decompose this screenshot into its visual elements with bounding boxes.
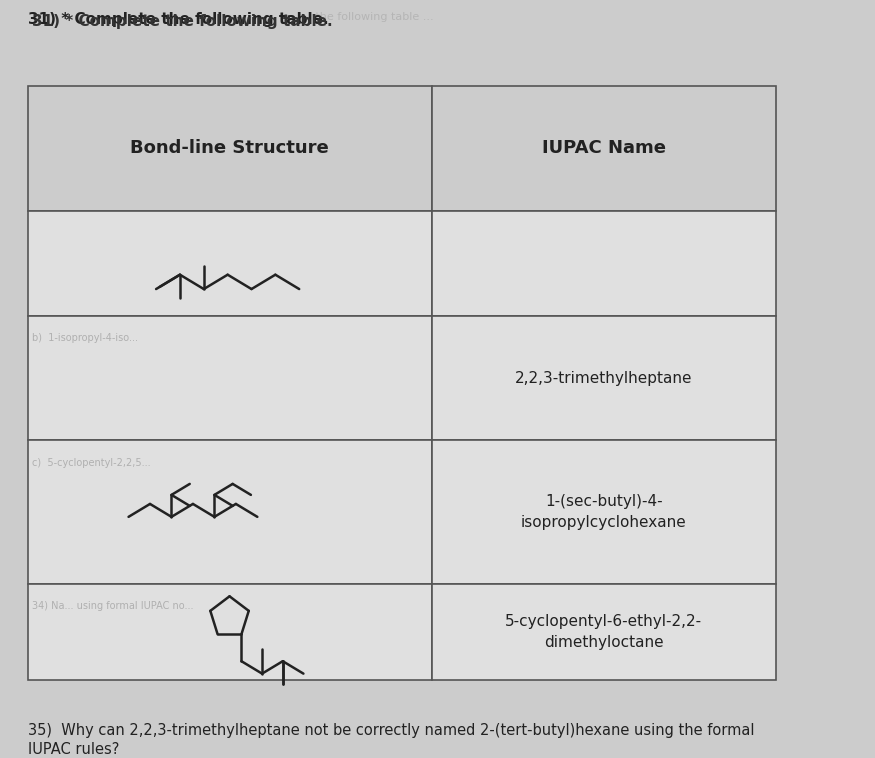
Bar xyxy=(27,86,431,211)
Text: b)  1-isopropyl-4-iso...: b) 1-isopropyl-4-iso... xyxy=(32,333,138,343)
Bar xyxy=(431,584,776,680)
Bar xyxy=(27,316,431,440)
Text: 1-(sec-butyl)-4-
isopropylcyclohexane: 1-(sec-butyl)-4- isopropylcyclohexane xyxy=(521,494,687,530)
Bar xyxy=(431,211,776,316)
Text: Bond-line Structure: Bond-line Structure xyxy=(130,139,329,158)
Bar xyxy=(431,440,776,584)
Text: 3,4,5,5-tetra...: 3,4,5,5-tetra... xyxy=(32,96,108,105)
Text: 35)  Why can 2,2,3-trimethylheptane not be correctly named 2-(tert-butyl)hexane : 35) Why can 2,2,3-trimethylheptane not b… xyxy=(27,722,754,757)
Text: 5-cyclopentyl-6-ethyl-2,2-
dimethyloctane: 5-cyclopentyl-6-ethyl-2,2- dimethyloctan… xyxy=(505,614,703,650)
Text: 31) * Complete the following table.: 31) * Complete the following table. xyxy=(27,11,328,27)
Text: ... the following table ...: ... the following table ... xyxy=(301,12,434,22)
Text: c)  5-cyclopentyl-2,2,5-trimethyloctane: c) 5-cyclopentyl-2,2,5-trimethyloctane xyxy=(32,449,236,460)
Bar xyxy=(27,440,431,584)
Text: 31) * Complete the following table.: 31) * Complete the following table. xyxy=(32,14,332,29)
Text: 34) Na... using formal IUPAC no...: 34) Na... using formal IUPAC no... xyxy=(32,601,193,611)
Text: 2,2,3-trimethylheptane: 2,2,3-trimethylheptane xyxy=(514,371,692,386)
Bar xyxy=(27,211,431,316)
Bar xyxy=(27,584,431,680)
Text: b)  1-isopropyl-4-iso...cyclohexane: b) 1-isopropyl-4-iso...cyclohexane xyxy=(32,325,212,336)
Bar xyxy=(431,316,776,440)
Bar xyxy=(431,86,776,211)
Text: IUPAC Name: IUPAC Name xyxy=(542,139,666,158)
Text: 34) Na...: 34) Na... xyxy=(32,591,77,602)
Text: c)  5-cyclopentyl-2,2,5...: c) 5-cyclopentyl-2,2,5... xyxy=(32,458,150,468)
